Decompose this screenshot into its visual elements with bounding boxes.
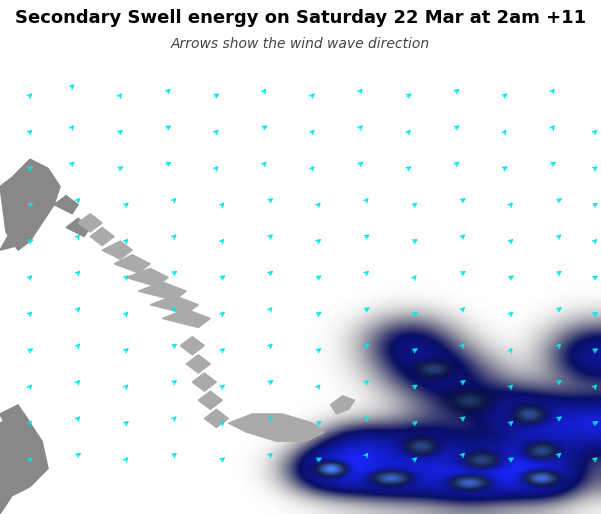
Polygon shape xyxy=(162,309,210,327)
Polygon shape xyxy=(228,414,325,441)
Polygon shape xyxy=(66,218,90,236)
Polygon shape xyxy=(150,296,198,314)
Polygon shape xyxy=(0,196,48,250)
Polygon shape xyxy=(192,373,216,391)
Polygon shape xyxy=(126,268,168,287)
Polygon shape xyxy=(0,159,60,250)
Polygon shape xyxy=(54,196,78,214)
Polygon shape xyxy=(78,214,102,232)
Polygon shape xyxy=(114,255,150,273)
Polygon shape xyxy=(0,405,30,437)
Text: Arrows show the wind wave direction: Arrows show the wind wave direction xyxy=(171,38,430,51)
Polygon shape xyxy=(198,391,222,409)
Text: Secondary Swell energy on Saturday 22 Mar at 2am +11: Secondary Swell energy on Saturday 22 Ma… xyxy=(15,9,586,27)
Polygon shape xyxy=(90,227,114,246)
Polygon shape xyxy=(102,241,132,259)
Polygon shape xyxy=(0,414,48,514)
Polygon shape xyxy=(180,337,204,355)
Polygon shape xyxy=(138,282,186,300)
Polygon shape xyxy=(204,409,228,428)
Polygon shape xyxy=(331,396,355,414)
Polygon shape xyxy=(186,355,210,373)
